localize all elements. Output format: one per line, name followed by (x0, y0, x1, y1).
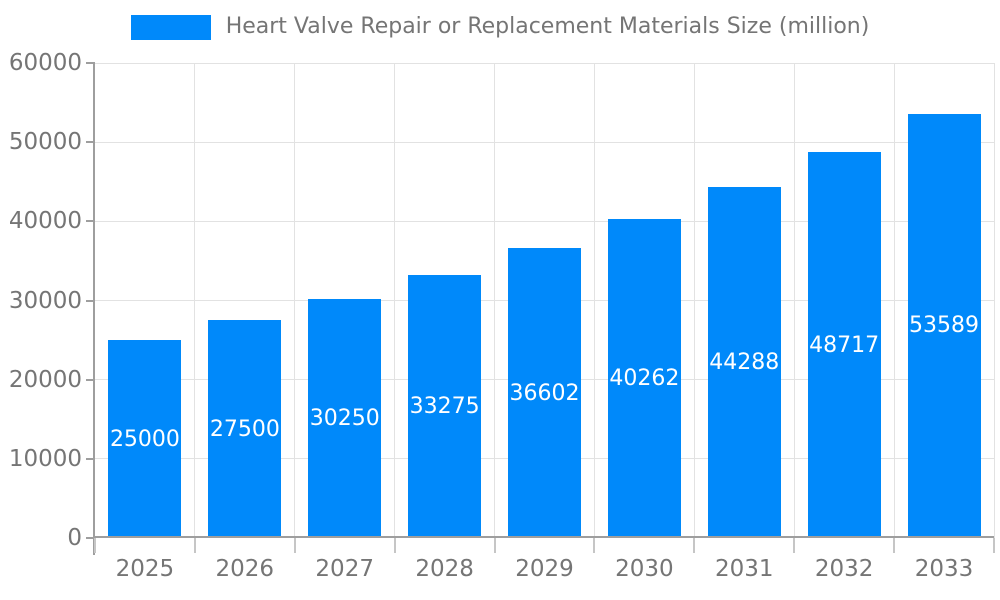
x-tick-label: 2025 (115, 556, 175, 582)
x-tick-mark (293, 538, 296, 553)
x-tick-label: 2031 (714, 556, 774, 582)
bar: 53589 (907, 113, 981, 538)
y-tick-mark (86, 537, 95, 539)
x-tick-label: 2026 (215, 556, 275, 582)
bar: 44288 (707, 187, 781, 538)
bar: 30250 (308, 298, 382, 538)
x-tick-label: 2029 (515, 556, 574, 582)
x-gridline (394, 63, 396, 538)
x-tick-mark (893, 538, 896, 553)
legend-label: Heart Valve Repair or Replacement Materi… (225, 14, 870, 39)
x-gridline (194, 63, 196, 538)
y-tick-label: 20000 (8, 366, 82, 393)
bar-value-label: 53589 (909, 313, 980, 339)
x-tick-mark (94, 538, 96, 553)
y-tick-mark (86, 220, 95, 223)
bar-value-label: 25000 (109, 426, 180, 452)
legend-swatch (130, 14, 211, 40)
x-tick-label: 2032 (814, 556, 874, 582)
y-gridline (95, 220, 994, 222)
legend-item[interactable]: Heart Valve Repair or Replacement Materi… (0, 14, 1000, 40)
bar: 48717 (807, 152, 881, 538)
y-tick-label: 0 (67, 525, 82, 551)
bar-value-label: 30250 (309, 405, 380, 431)
bar: 40262 (607, 219, 681, 538)
x-tick-mark (693, 538, 696, 553)
y-tick-mark (86, 141, 95, 144)
y-gridline (95, 141, 994, 143)
y-tick-mark (86, 62, 95, 64)
bar: 33275 (408, 274, 482, 538)
x-tick-mark (493, 538, 496, 553)
y-gridline (95, 62, 994, 64)
bar: 36602 (508, 248, 581, 538)
y-tick-mark (86, 299, 95, 302)
bar: 25000 (108, 340, 182, 538)
y-tick-label: 50000 (8, 129, 82, 156)
y-axis-line (93, 63, 95, 555)
x-gridline (494, 63, 496, 538)
x-tick-mark (993, 538, 995, 553)
x-gridline (693, 63, 695, 538)
x-gridline (593, 63, 595, 538)
y-tick-label: 10000 (8, 445, 82, 472)
y-tick-label: 60000 (8, 50, 82, 76)
x-gridline (993, 63, 995, 538)
bar-value-label: 36602 (509, 380, 580, 406)
x-tick-mark (193, 538, 196, 553)
x-tick-label: 2033 (914, 556, 974, 582)
x-tick-mark (793, 538, 796, 553)
y-tick-mark (86, 457, 95, 460)
bar-value-label: 33275 (409, 393, 480, 419)
x-tick-mark (393, 538, 396, 553)
y-tick-label: 40000 (8, 208, 82, 235)
bar-value-label: 40262 (609, 366, 680, 392)
bar: 27500 (208, 320, 282, 538)
x-axis-line (95, 536, 994, 538)
bar-value-label: 27500 (209, 416, 280, 442)
x-tick-label: 2027 (315, 556, 374, 582)
x-gridline (294, 63, 296, 538)
x-gridline (893, 63, 895, 538)
bar-value-label: 44288 (709, 350, 780, 376)
y-tick-mark (86, 378, 95, 381)
x-tick-label: 2030 (615, 556, 674, 582)
x-tick-label: 2028 (415, 556, 474, 582)
bar-value-label: 48717 (809, 332, 880, 358)
x-gridline (793, 63, 795, 538)
y-tick-label: 30000 (8, 287, 82, 314)
x-tick-mark (593, 538, 596, 553)
